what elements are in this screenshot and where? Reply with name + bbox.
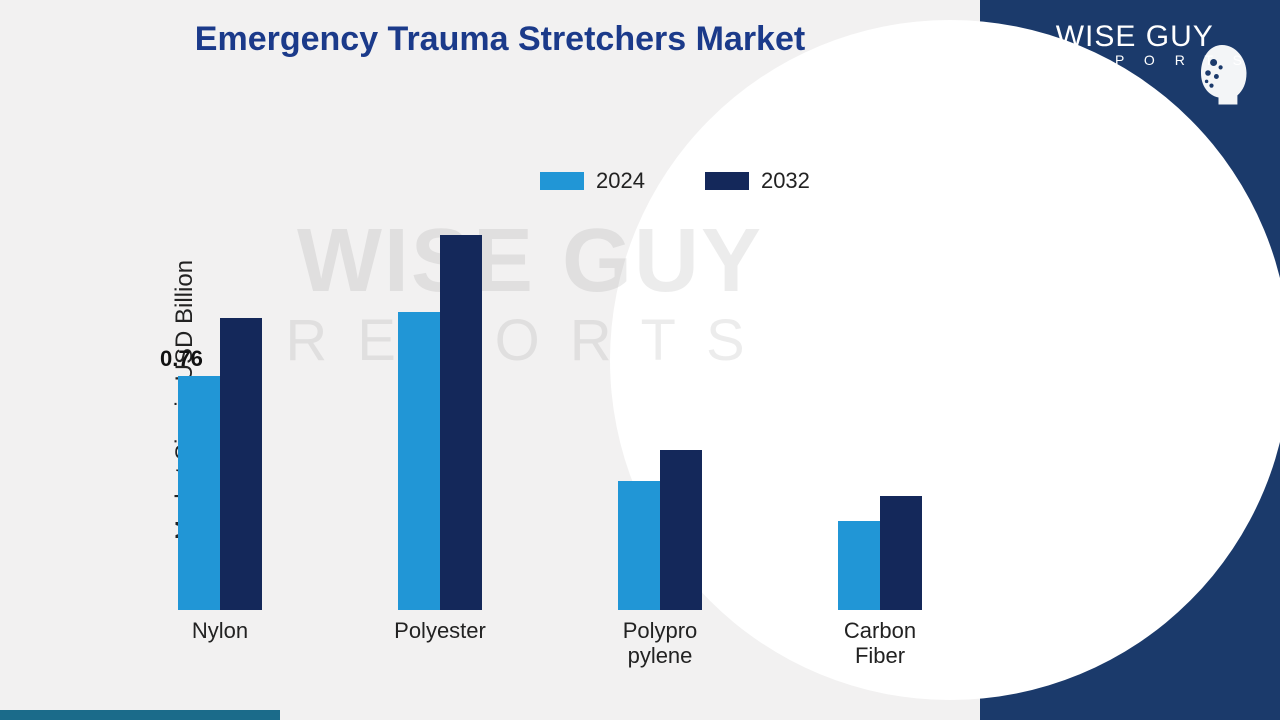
bar-2024 bbox=[618, 481, 660, 610]
legend-label-2032: 2032 bbox=[761, 168, 810, 194]
plot-area: 0.76NylonPolyesterPolypropyleneCarbonFib… bbox=[130, 210, 950, 610]
bar-2032 bbox=[440, 235, 482, 610]
legend-item-2024: 2024 bbox=[540, 168, 645, 194]
brand-logo: WISE GUY R E P O R T S bbox=[1056, 20, 1250, 68]
bar-2032 bbox=[660, 450, 702, 610]
bar-2024 bbox=[178, 376, 220, 610]
bar-2032 bbox=[880, 496, 922, 610]
chart-title: Emergency Trauma Stretchers Market bbox=[120, 20, 880, 59]
x-axis-category-label: CarbonFiber bbox=[800, 610, 960, 669]
bar-2024 bbox=[838, 521, 880, 610]
head-icon bbox=[1180, 38, 1250, 108]
bar-value-label: 0.76 bbox=[160, 346, 203, 372]
chart-canvas: WISE GUY REPORTS Emergency Trauma Stretc… bbox=[0, 0, 1280, 720]
legend-swatch-2024 bbox=[540, 172, 584, 190]
legend: 2024 2032 bbox=[540, 168, 810, 194]
bar-2024 bbox=[398, 312, 440, 610]
legend-item-2032: 2032 bbox=[705, 168, 810, 194]
bottom-accent-bar bbox=[0, 710, 280, 720]
x-axis-category-label: Nylon bbox=[140, 610, 300, 643]
x-axis-category-label: Polyester bbox=[360, 610, 520, 643]
legend-label-2024: 2024 bbox=[596, 168, 645, 194]
x-axis-category-label: Polypropylene bbox=[580, 610, 740, 669]
bar-2032 bbox=[220, 318, 262, 610]
legend-swatch-2032 bbox=[705, 172, 749, 190]
